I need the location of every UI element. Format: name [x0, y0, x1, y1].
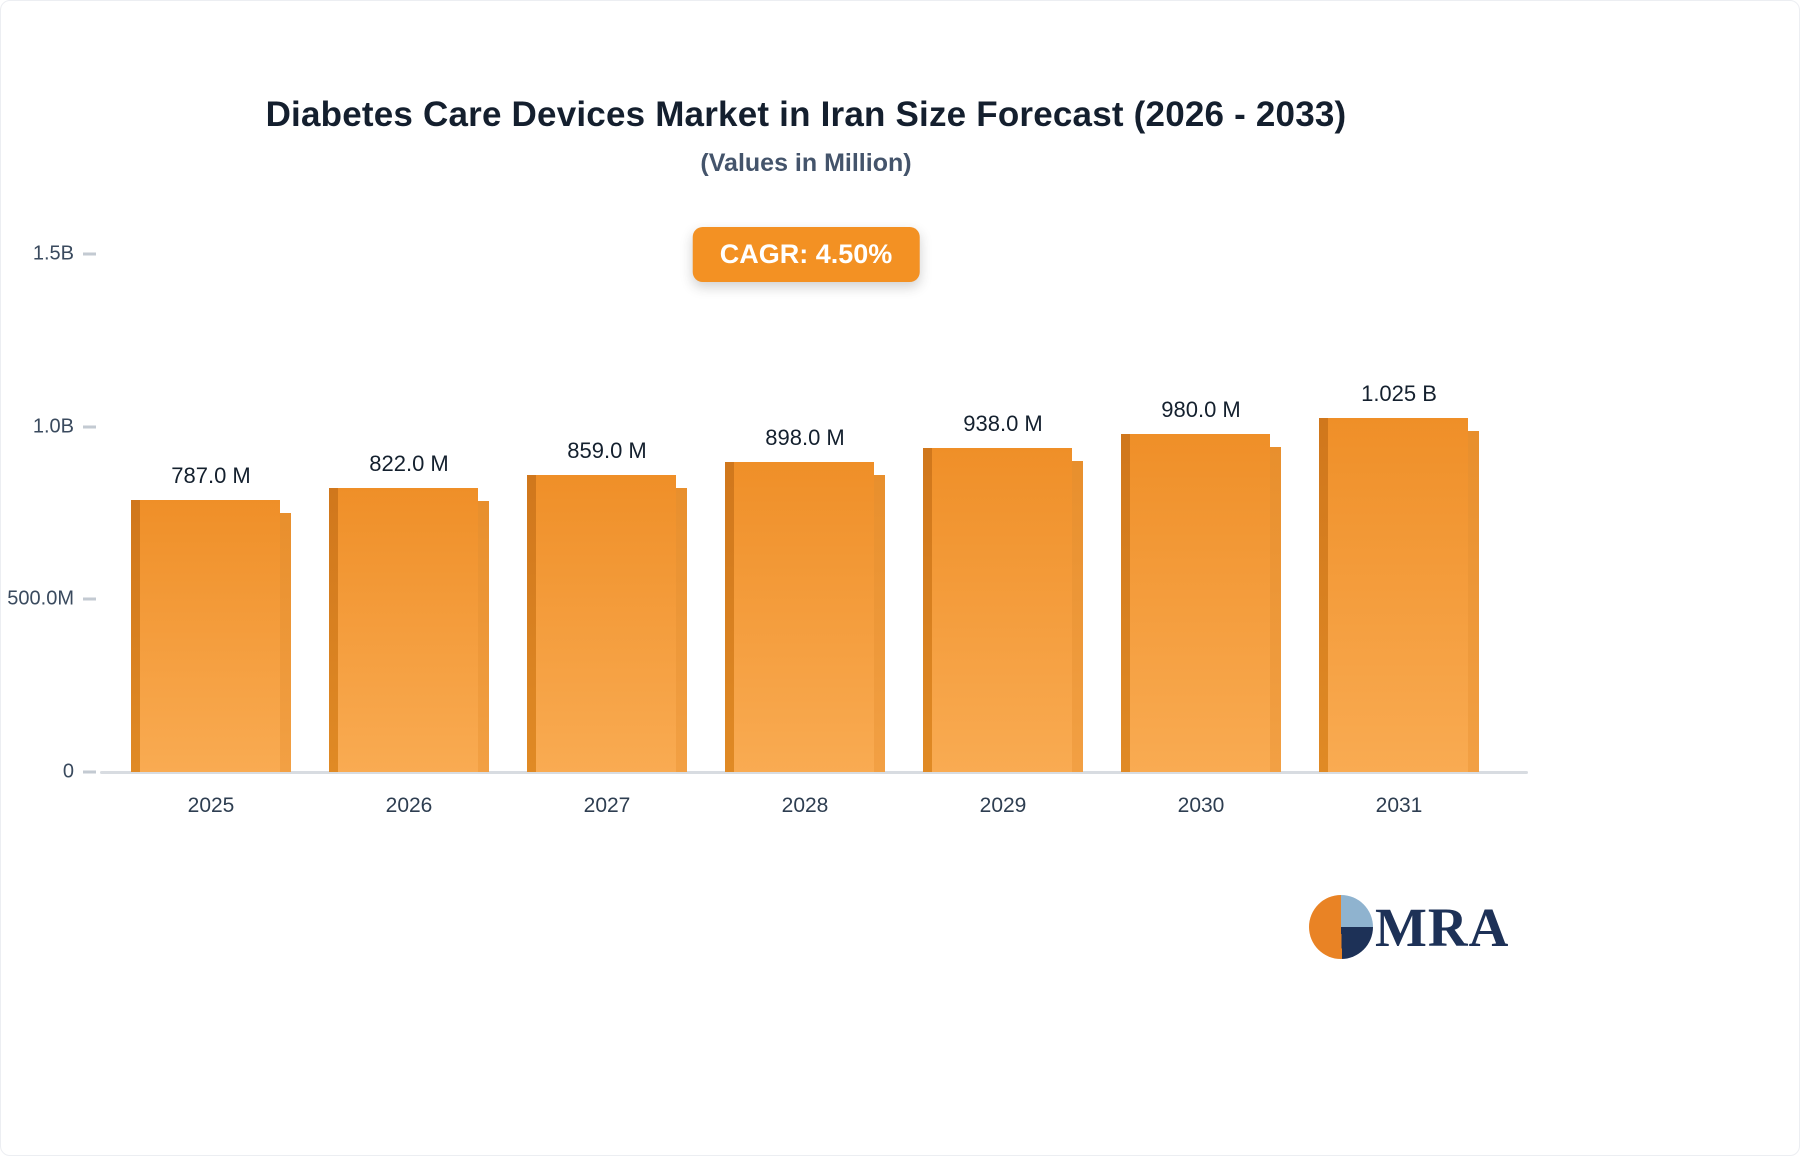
bar-face — [338, 488, 478, 772]
x-axis-label: 2027 — [583, 794, 631, 817]
bar-face — [1130, 433, 1270, 772]
y-axis-tick-500.0M: 500.0M — [1, 587, 96, 611]
bar-left-shade — [527, 475, 536, 772]
y-axis-tick-label: 1.0B — [32, 415, 74, 438]
bar-left-shade — [923, 448, 932, 772]
mra-logo: MRA — [1309, 895, 1509, 959]
bar-value-label: 822.0 M — [369, 451, 449, 477]
y-axis-tick-label: 1.5B — [32, 242, 74, 265]
x-axis-label: 2030 — [1177, 794, 1225, 817]
y-axis-tick-1.0B: 1.0B — [1, 415, 96, 438]
bar-face — [1328, 418, 1468, 772]
bar-right-shade — [874, 474, 885, 772]
bar-face — [536, 475, 676, 772]
bar-left-shade — [1319, 418, 1328, 772]
bar-right-shade — [676, 488, 687, 772]
y-axis-tick-mark — [83, 770, 96, 774]
bar-2026: 822.0 M 2026 — [329, 451, 489, 817]
y-axis-tick-mark — [83, 597, 96, 601]
bar-2030: 980.0 M 2030 — [1121, 397, 1281, 817]
chart-title: Diabetes Care Devices Market in Iran Siz… — [265, 95, 1347, 134]
y-axis-tick-mark — [83, 252, 96, 256]
bar-2029: 938.0 M 2029 — [923, 411, 1083, 817]
bar-left-shade — [131, 500, 140, 772]
bar-left-shade — [1121, 433, 1130, 772]
bar-chart-plot-area: 0 500.0M 1.0B 1.5B 787.0 M 2025 822.0 M 2026 859… — [7, 243, 1536, 817]
x-axis-line — [100, 771, 1528, 774]
y-axis-tick-label: 500.0M — [7, 587, 74, 610]
cagr-badge: CAGR: 4.50% — [692, 227, 920, 282]
bar-face — [140, 500, 280, 772]
bar-right-shade — [280, 513, 291, 772]
x-axis-label: 2028 — [781, 794, 829, 817]
y-axis-tick-0: 0 — [1, 760, 96, 784]
bar-left-shade — [329, 488, 338, 772]
bar-face — [932, 448, 1072, 772]
bar-value-label: 859.0 M — [567, 438, 647, 464]
bar-2028: 898.0 M 2028 — [725, 425, 885, 817]
bar-right-shade — [1270, 446, 1281, 772]
mra-pie-icon — [1309, 895, 1373, 959]
bar-2027: 859.0 M 2027 — [527, 438, 687, 817]
chart-subtitle: (Values in Million) — [700, 149, 912, 177]
bar-value-label: 980.0 M — [1161, 396, 1241, 422]
y-axis-tick-mark — [83, 425, 96, 429]
bar-left-shade — [725, 461, 734, 772]
x-axis-label: 2025 — [187, 794, 235, 817]
bar-2025: 787.0 M 2025 — [131, 463, 291, 817]
bar-face — [734, 461, 874, 772]
mra-logo-text: MRA — [1375, 896, 1510, 958]
bar-right-shade — [1072, 461, 1083, 772]
x-axis-label: 2026 — [385, 794, 433, 817]
bar-value-label: 898.0 M — [765, 424, 845, 450]
x-axis-label: 2029 — [979, 794, 1027, 817]
y-axis-tick-label: 0 — [62, 760, 74, 783]
bar-value-label: 787.0 M — [171, 463, 251, 489]
bar-value-label: 1.025 B — [1361, 381, 1437, 407]
bar-value-label: 938.0 M — [963, 411, 1043, 437]
bar-right-shade — [478, 501, 489, 772]
x-axis-label: 2031 — [1375, 794, 1423, 817]
bar-2031: 1.025 B 2031 — [1319, 381, 1479, 817]
y-axis-tick-1.5B: 1.5B — [1, 242, 96, 266]
bar-right-shade — [1468, 431, 1479, 772]
